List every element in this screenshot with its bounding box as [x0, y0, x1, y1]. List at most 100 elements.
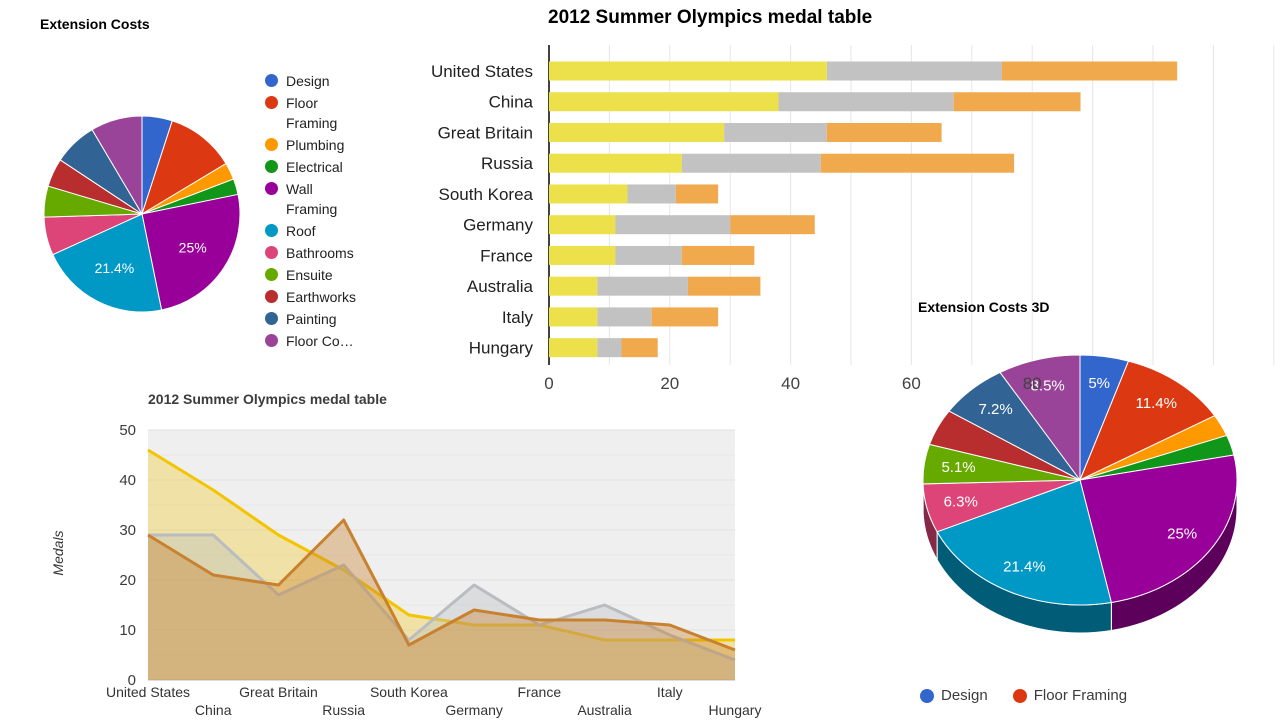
bar-segment-Silver-Australia[interactable]	[597, 276, 688, 296]
legend-color-dot	[265, 138, 278, 151]
legend-item-Floor Framing[interactable]: Floor Framing	[265, 93, 366, 133]
pie-slice-Floor Coverings[interactable]	[999, 354, 1081, 482]
bar-segment-Bronze-Australia[interactable]	[687, 276, 761, 296]
bar-category-label: Germany	[463, 216, 533, 235]
area-y-tick-label: 10	[119, 622, 136, 639]
pie-chart-legend: Design Floor Framing Plumbing Electrical Wal…	[265, 69, 366, 353]
bar-segment-Gold-Germany[interactable]	[549, 215, 616, 235]
legend-item-Wall Framing[interactable]: Wall Framing	[265, 179, 366, 219]
legend-item-Floor Framing[interactable]: Floor Framing	[1012, 687, 1128, 704]
area-x-category-label: Great Britain	[239, 684, 318, 700]
area-chart-title: 2012 Summer Olympics medal table	[148, 391, 387, 407]
bar-segment-Silver-Hungary[interactable]	[597, 338, 622, 358]
bar-segment-Silver-South Korea[interactable]	[627, 184, 676, 204]
area-line-Silver[interactable]	[148, 533, 736, 662]
bar-category-label: Hungary	[469, 339, 534, 358]
legend-item-Painting[interactable]: Painting	[265, 309, 366, 329]
bar-segment-Gold-France[interactable]	[549, 245, 616, 265]
legend-color-dot	[265, 246, 278, 259]
legend-item-Ensuite[interactable]: Ensuite	[265, 265, 366, 285]
legend-label: Design	[941, 687, 988, 704]
pie-slice-Floor Coverings[interactable]	[91, 115, 143, 216]
bar-chart-panel: United States China Great Britain Russia Sou…	[420, 0, 1280, 392]
area-y-tick-label: 30	[119, 522, 136, 539]
bar-segment-Bronze-China[interactable]	[953, 92, 1081, 112]
bar-segment-Silver-Russia[interactable]	[681, 153, 821, 173]
pie-slice-Wall Framing[interactable]	[1079, 454, 1238, 604]
bar-segment-Bronze-France[interactable]	[681, 245, 755, 265]
area-line-Gold[interactable]	[147, 448, 735, 642]
bar-segment-Silver-Great Britain[interactable]	[724, 122, 827, 142]
legend-item-Electrical[interactable]: Electrical	[265, 157, 366, 177]
area-x-category-label: Italy	[657, 684, 683, 700]
pie-slice-percent-label: 25%	[179, 240, 207, 256]
pie-slice-percent-label: 25%	[1167, 525, 1197, 542]
bar-segment-Silver-France[interactable]	[615, 245, 682, 265]
bar-segment-Silver-Italy[interactable]	[597, 307, 652, 327]
legend-item-Plumbing[interactable]: Plumbing	[265, 135, 366, 155]
olympics-medal-bar-chart[interactable]: United States China Great Britain Russia Sou…	[420, 0, 1280, 392]
olympics-medal-area-chart[interactable]: 0 10 20 30 40 50 United States China Great Brita…	[40, 385, 780, 720]
bar-segment-Bronze-Italy[interactable]	[651, 307, 719, 327]
legend-color-dot	[265, 224, 278, 237]
bar-segment-Gold-United States[interactable]	[549, 61, 827, 81]
area-chart-panel: 0 10 20 30 40 50 United States China Great Brita…	[40, 385, 780, 720]
pie3d-chart-panel: 5% 11.4% 25% 21.4% 6.3% 5.1% 7.2% 8.5%	[880, 290, 1280, 720]
pie-chart-title: Extension Costs	[40, 16, 150, 32]
area-y-tick-label: 20	[119, 572, 136, 589]
bar-segment-Gold-China[interactable]	[549, 92, 779, 112]
bar-segment-Silver-China[interactable]	[778, 92, 954, 112]
extension-costs-3d-pie-chart[interactable]: 5% 11.4% 25% 21.4% 6.3% 5.1% 7.2% 8.5%	[880, 290, 1280, 720]
bar-segment-Bronze-Germany[interactable]	[730, 215, 815, 235]
bar-category-label: Italy	[502, 308, 534, 327]
bar-segment-Gold-South Korea[interactable]	[549, 184, 628, 204]
pie-slice-Wall Framing[interactable]	[141, 193, 241, 311]
area-x-category-label: Russia	[322, 702, 365, 718]
legend-color-dot	[265, 290, 278, 303]
legend-item-Design[interactable]: Design	[920, 687, 988, 704]
bar-segment-Bronze-Great Britain[interactable]	[826, 122, 942, 142]
area-x-category-label: China	[195, 702, 232, 718]
area-x-category-label: Hungary	[709, 702, 762, 718]
legend-item-Floor Coverings[interactable]: Floor Co…	[265, 331, 366, 351]
pie-slice-percent-label: 5.1%	[941, 459, 975, 476]
area-fill-Silver[interactable]	[148, 535, 735, 680]
legend-label: Floor Co…	[286, 333, 354, 349]
area-fill-Gold[interactable]	[148, 450, 735, 680]
pie-slice-Floor Framing[interactable]	[141, 120, 227, 216]
legend-item-Design[interactable]: Design	[265, 71, 366, 91]
pie-slice-Floor Framing[interactable]	[1079, 360, 1216, 482]
legend-item-Earthworks[interactable]: Earthworks	[265, 287, 366, 307]
legend-color-dot	[265, 160, 278, 173]
bar-segment-Gold-Hungary[interactable]	[549, 338, 598, 358]
pie-slice-Roof[interactable]	[52, 213, 163, 313]
area-line-Bronze[interactable]	[147, 518, 736, 652]
bar-segment-Bronze-Hungary[interactable]	[621, 338, 658, 358]
bar-segment-Gold-Russia[interactable]	[549, 153, 682, 173]
bar-segment-Silver-Germany[interactable]	[615, 215, 731, 235]
bar-segment-Gold-Australia[interactable]	[549, 276, 598, 296]
legend-label: Bathrooms	[286, 245, 354, 261]
extension-costs-pie-chart[interactable]: 25% 21.4%	[0, 0, 400, 380]
bar-category-label: France	[480, 246, 533, 265]
bar-segment-Bronze-United States[interactable]	[1002, 61, 1178, 81]
legend-item-Bathrooms[interactable]: Bathrooms	[265, 243, 366, 263]
bar-segment-Bronze-South Korea[interactable]	[675, 184, 719, 204]
bar-segment-Gold-Italy[interactable]	[549, 307, 598, 327]
legend-color-dot	[265, 334, 278, 347]
bar-segment-Silver-United States[interactable]	[826, 61, 1002, 81]
pie3d-chart-legend: Design Floor Framing	[920, 687, 1127, 704]
pie-slice-Roof[interactable]	[936, 479, 1112, 606]
bar-segment-Bronze-Russia[interactable]	[820, 153, 1015, 173]
area-fill-Bronze[interactable]	[148, 520, 735, 680]
area-y-tick-label: 50	[119, 422, 136, 439]
bar-category-label: Australia	[467, 277, 534, 296]
legend-label: Floor Framing	[1033, 687, 1128, 704]
legend-item-Roof[interactable]: Roof	[265, 221, 366, 241]
legend-color-dot	[1012, 688, 1027, 703]
area-x-category-label: Australia	[577, 702, 632, 718]
pie-slice-percent-label: 5%	[1088, 375, 1110, 392]
legend-label: Roof	[286, 223, 316, 239]
bar-segment-Gold-Great Britain[interactable]	[549, 122, 725, 142]
